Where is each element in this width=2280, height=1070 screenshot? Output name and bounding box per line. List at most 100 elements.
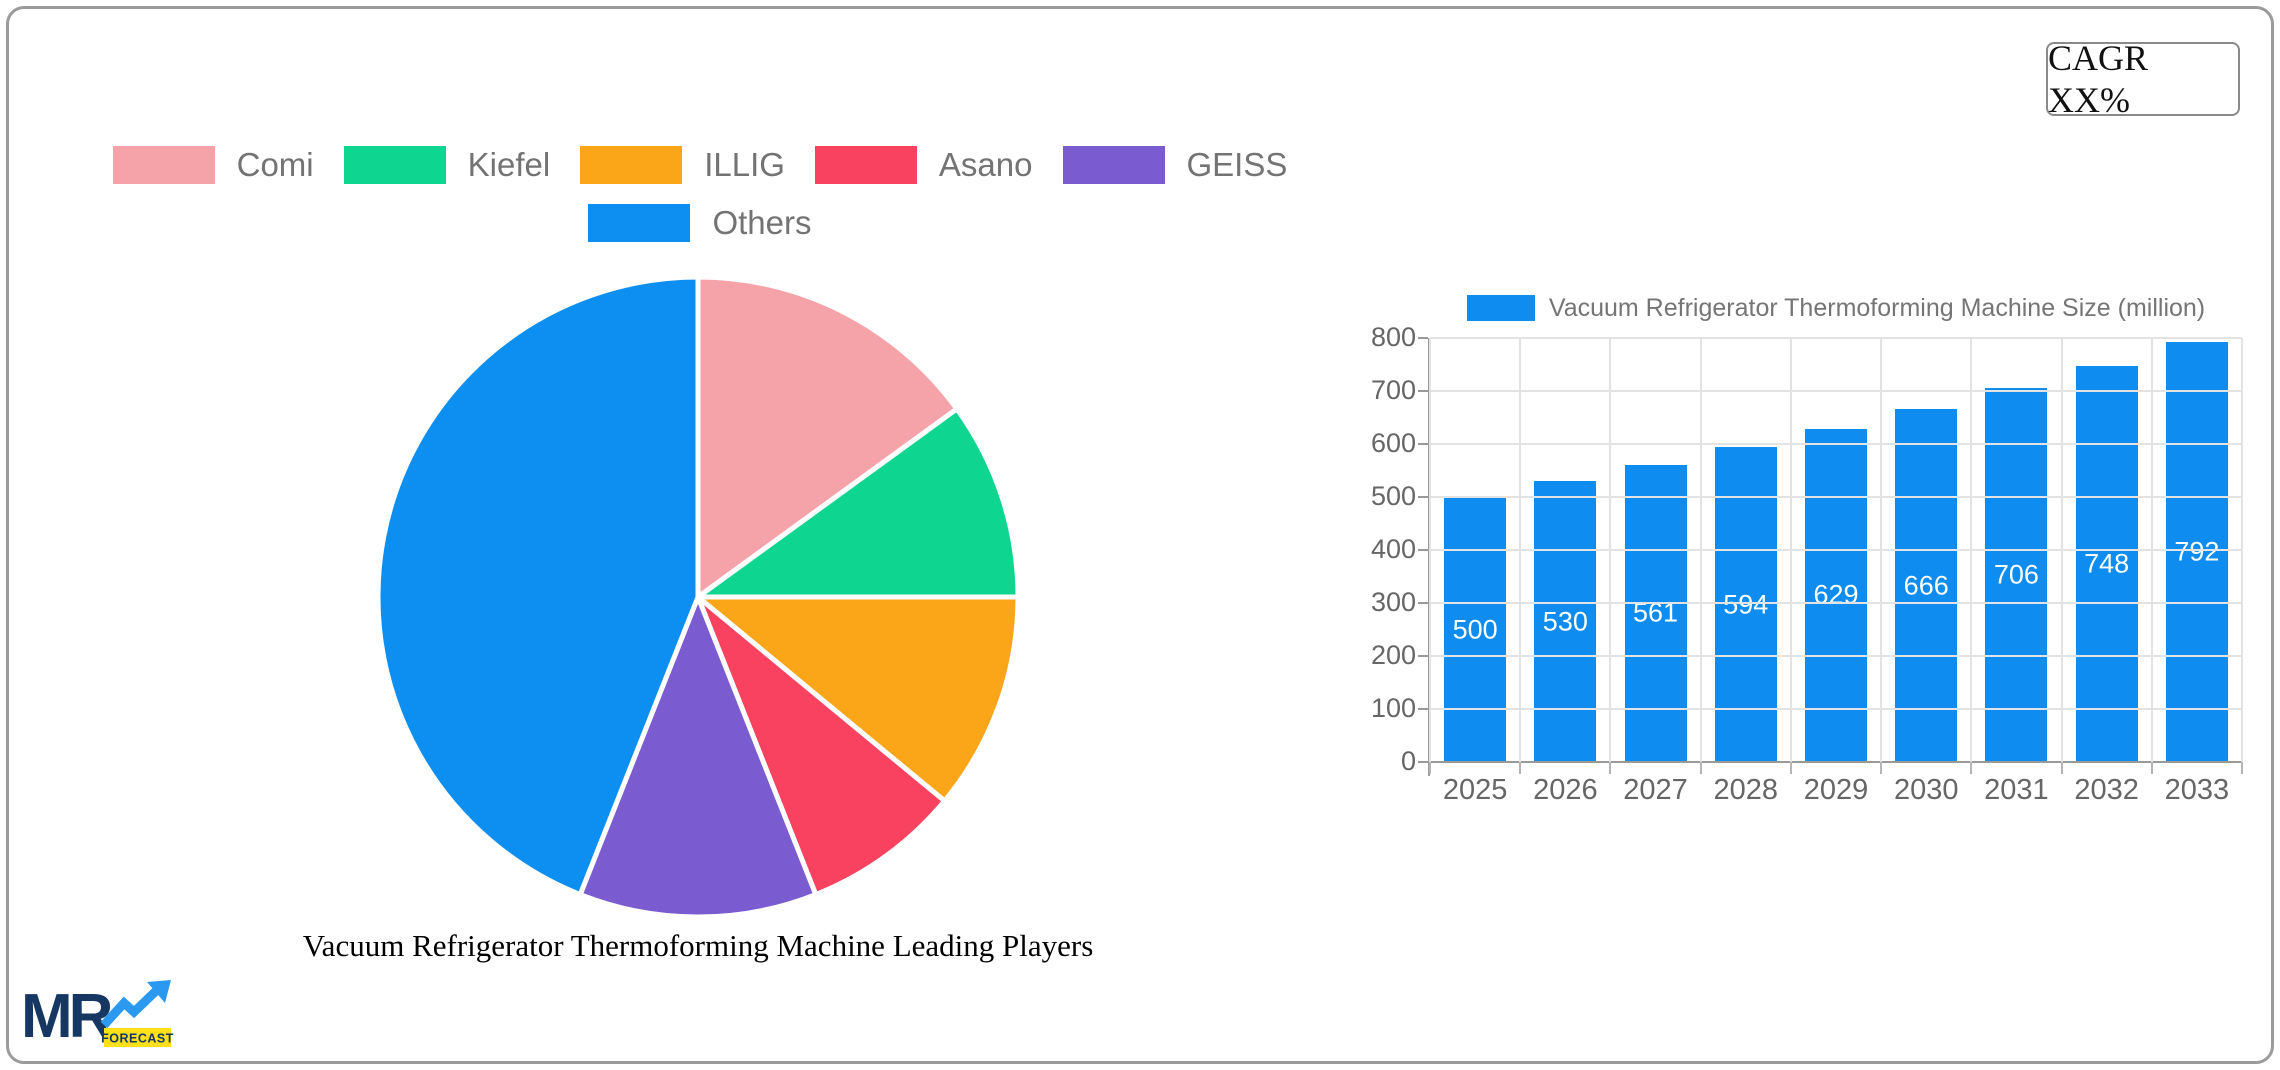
y-tick <box>1418 549 1428 551</box>
bar-value-label: 500 <box>1452 614 1498 644</box>
gridline-v <box>1789 338 1792 762</box>
bar-2030: 666 <box>1895 409 1958 762</box>
bar-2033: 792 <box>2165 342 2228 762</box>
gridline-h <box>1430 443 2242 445</box>
legend-item-kiefel: Kiefel <box>343 146 551 184</box>
legend-item-asano: Asano <box>814 146 1033 184</box>
y-axis-label: 400 <box>1370 534 1416 564</box>
y-axis-label: 0 <box>1400 746 1416 776</box>
legend-swatch <box>1062 146 1165 184</box>
gridline-h <box>1430 708 2242 710</box>
x-tick <box>1519 762 1522 774</box>
logo-arrow-icon <box>100 980 171 1029</box>
bar-value-label: 530 <box>1542 606 1588 637</box>
legend-label: Asano <box>938 146 1033 183</box>
pie-slice-comi <box>695 274 960 600</box>
gridline-v <box>1699 338 1702 762</box>
x-axis-label: 2031 <box>1984 774 2049 806</box>
bar-value-label: 594 <box>1723 589 1769 620</box>
x-axis-label: 2025 <box>1442 774 1508 806</box>
legend-label: Kiefel <box>467 146 551 183</box>
pie-slice-geiss <box>577 594 819 920</box>
y-tick <box>1418 761 1428 763</box>
pie-title: Vacuum Refrigerator Thermoforming Machin… <box>302 928 1094 963</box>
gridline-h <box>1430 549 2242 551</box>
x-tick <box>1609 762 1612 774</box>
bar-slot: 530 <box>1520 338 1610 762</box>
gridline-v <box>1429 338 1431 762</box>
x-axis-label: 2032 <box>2074 774 2139 806</box>
bar-value-label: 748 <box>2084 548 2130 579</box>
cagr-badge: CAGR XX% <box>2046 38 2240 120</box>
legend-swatch <box>588 204 691 242</box>
x-axis-label: 2026 <box>1533 774 1598 806</box>
x-tick <box>1699 762 1702 774</box>
bar-value-label: 792 <box>2174 536 2220 567</box>
gridline-h <box>1430 496 2242 498</box>
legend-label: Comi <box>236 146 314 183</box>
gridline-v <box>2060 338 2063 762</box>
bar-2025: 500 <box>1444 497 1507 762</box>
bar-value-label: 666 <box>1903 570 1949 601</box>
bar-2032: 748 <box>2075 365 2138 762</box>
legend-label: GEISS <box>1186 146 1288 183</box>
gridline-v <box>2150 338 2153 762</box>
pie-slice-asano <box>695 594 948 898</box>
pie-slice-kiefel <box>695 406 1021 600</box>
legend-swatch <box>112 146 215 184</box>
y-tick <box>1418 496 1428 498</box>
bar-slot: 706 <box>1971 338 2061 762</box>
gridline-v <box>1519 338 1522 762</box>
y-tick <box>1418 337 1428 339</box>
gridline-h <box>1430 655 2242 657</box>
bar-2028: 594 <box>1714 447 1777 762</box>
bar-value-label: 706 <box>1993 559 2039 590</box>
legend-item-others: Others <box>588 204 812 242</box>
bar-series: 500 530 561 594 629 666 706 748 792 <box>1430 338 2242 762</box>
x-axis-label: 2029 <box>1803 774 1869 806</box>
gridline-h <box>1430 390 2242 392</box>
gridline-v <box>1880 338 1883 762</box>
legend-swatch <box>1466 295 1535 321</box>
y-axis-label: 200 <box>1370 640 1416 670</box>
bar-chart: 500 530 561 594 629 666 706 748 792 <box>1418 337 2243 776</box>
y-tick <box>1418 655 1428 657</box>
gridline-v <box>2241 338 2243 762</box>
x-tick <box>2060 762 2063 774</box>
x-axis-label: 2028 <box>1713 774 1779 806</box>
bar-2026: 530 <box>1534 481 1597 762</box>
gridline-v <box>1970 338 1973 762</box>
legend-label: Vacuum Refrigerator Thermoforming Machin… <box>1548 293 2206 322</box>
pie-chart <box>375 274 1021 920</box>
legend-label: ILLIG <box>704 146 785 183</box>
gridline-h <box>1430 337 2242 339</box>
y-axis-label: 800 <box>1370 322 1416 352</box>
gridline-h <box>1430 761 2242 763</box>
y-axis-label: 300 <box>1370 587 1416 617</box>
bar-2029: 629 <box>1804 428 1867 762</box>
y-tick <box>1418 390 1428 392</box>
legend-swatch <box>343 146 446 184</box>
legend-item-comi: Comi <box>112 146 314 184</box>
bar-2027: 561 <box>1624 464 1687 762</box>
legend-swatch <box>814 146 917 184</box>
gridline-h <box>1430 602 2242 604</box>
bar-slot: 748 <box>2062 338 2152 762</box>
y-axis-label: 600 <box>1370 428 1416 458</box>
bar-slot: 792 <box>2152 338 2242 762</box>
x-tick <box>1789 762 1792 774</box>
mr-forecast-logo: MR FORECAST <box>24 980 173 1048</box>
y-tick <box>1418 602 1428 604</box>
bar-slot: 666 <box>1881 338 1971 762</box>
bar-chart-legend: Vacuum Refrigerator Thermoforming Machin… <box>1430 292 2242 324</box>
x-tick <box>2241 762 2243 774</box>
y-axis-label: 700 <box>1370 375 1416 405</box>
pie-slice-others <box>375 274 701 898</box>
legend-swatch <box>580 146 683 184</box>
legend-label: Others <box>712 204 812 241</box>
y-tick <box>1418 443 1428 445</box>
x-tick <box>1970 762 1973 774</box>
x-tick <box>1880 762 1883 774</box>
x-axis-label: 2027 <box>1623 774 1688 806</box>
gridline-v <box>1609 338 1612 762</box>
